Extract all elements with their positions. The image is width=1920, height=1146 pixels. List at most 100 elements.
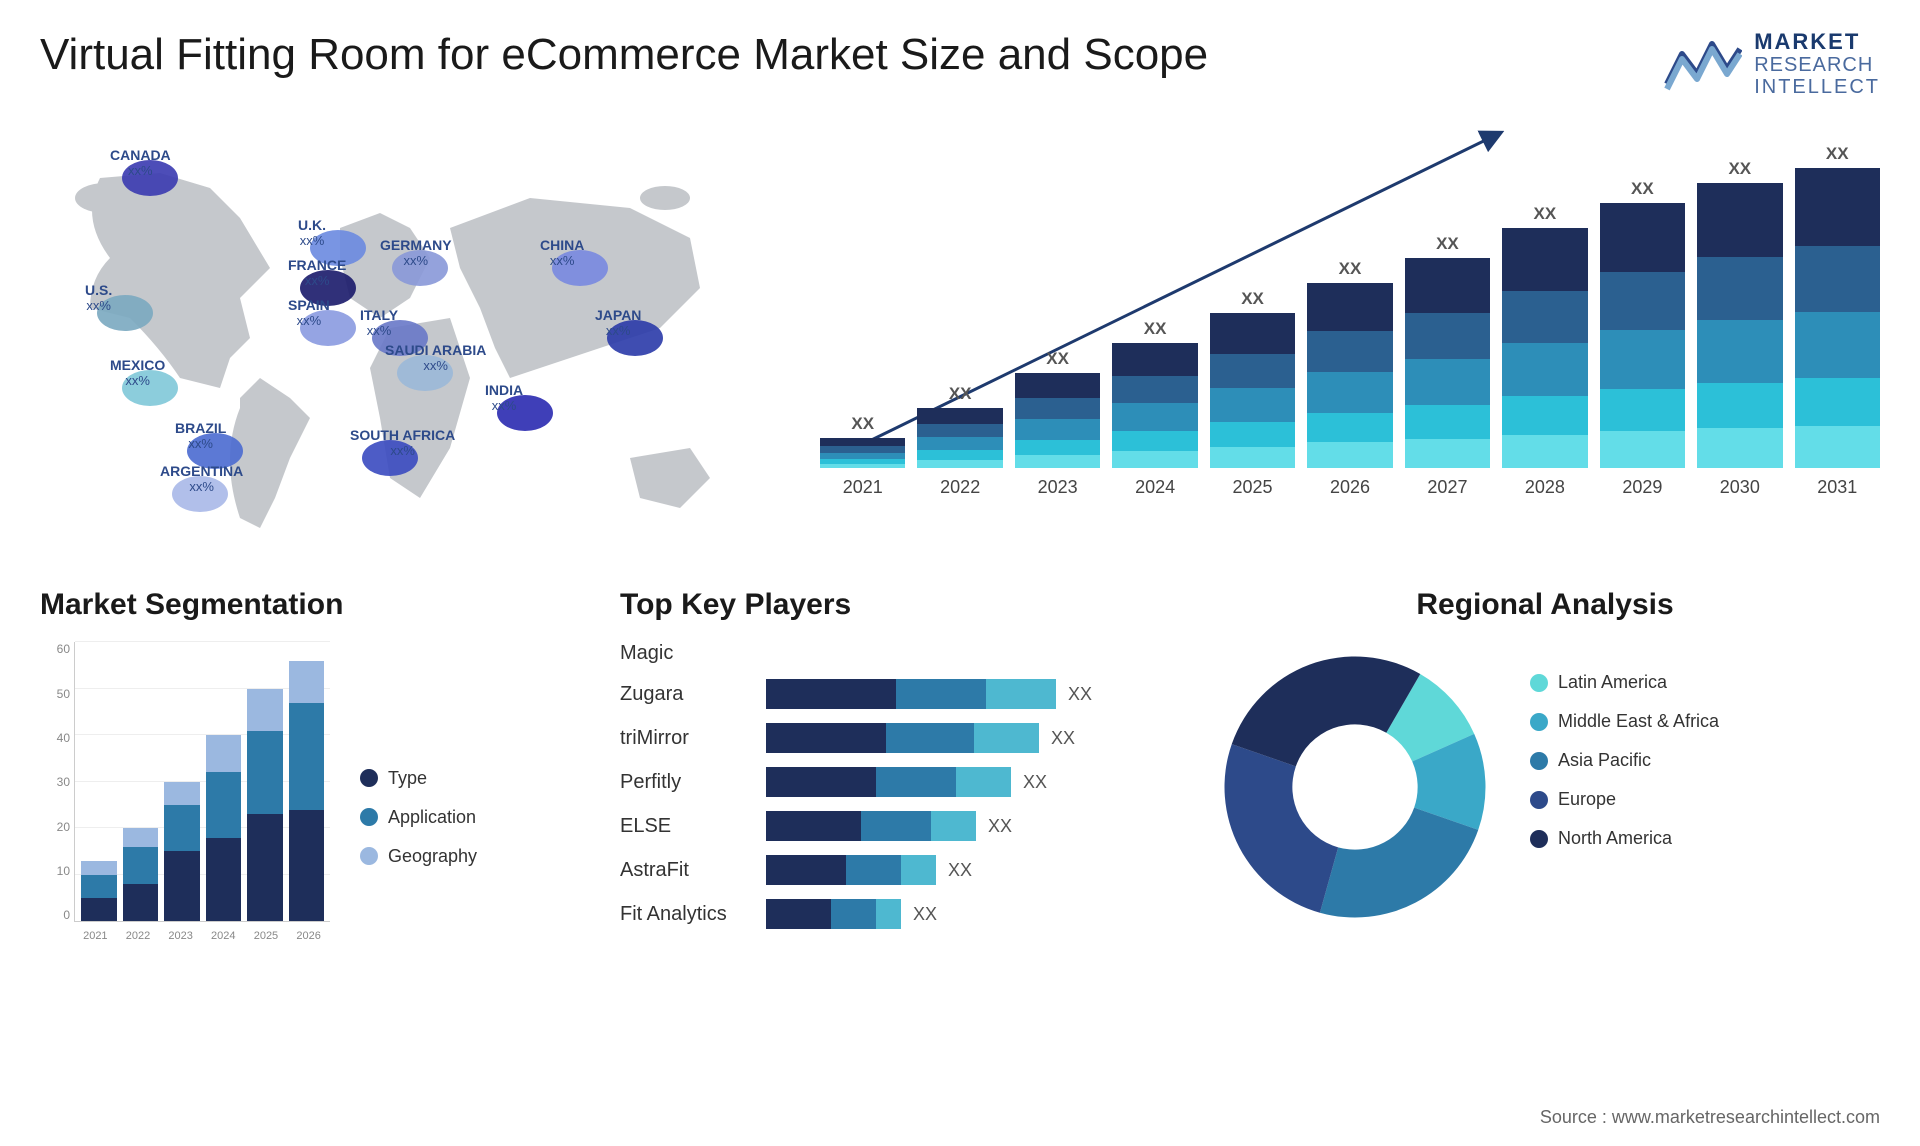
- main-bar-column: XX: [1112, 319, 1197, 468]
- legend-item: Middle East & Africa: [1530, 711, 1719, 732]
- legend-item: Europe: [1530, 789, 1719, 810]
- main-bar-value-label: XX: [1046, 349, 1069, 369]
- segmentation-bar: [164, 782, 200, 922]
- main-bar-value-label: XX: [949, 384, 972, 404]
- country-label: SAUDI ARABIAxx%: [385, 343, 486, 373]
- main-bar-x-label: 2031: [1795, 477, 1880, 498]
- main-bar-column: XX: [1405, 234, 1490, 468]
- main-bar-column: XX: [1502, 204, 1587, 468]
- regional-donut: [1210, 642, 1500, 932]
- country-label: INDIAxx%: [485, 383, 523, 413]
- country-label: ARGENTINAxx%: [160, 464, 243, 494]
- player-name: ELSE: [620, 815, 750, 838]
- legend-item: Latin America: [1530, 672, 1719, 693]
- country-label: ITALYxx%: [360, 308, 398, 338]
- players-list: MagicZugaraXXtriMirrorXXPerfitlyXXELSEXX…: [620, 642, 1170, 929]
- logo-text-2: RESEARCH: [1754, 54, 1880, 76]
- world-map-panel: CANADAxx% U.S.xx% MEXICOxx% BRAZILxx% ARGENT…: [40, 118, 760, 548]
- main-bar-value-label: XX: [1826, 144, 1849, 164]
- logo-text-1: MARKET: [1754, 30, 1880, 54]
- main-bar-value-label: XX: [851, 414, 874, 434]
- main-bar-column: XX: [1795, 144, 1880, 468]
- main-bar-x-label: 2028: [1502, 477, 1587, 498]
- main-bar-column: XX: [1600, 179, 1685, 468]
- player-bar: XX: [766, 723, 1170, 753]
- player-bar: XX: [766, 899, 1170, 929]
- player-bar: XX: [766, 679, 1170, 709]
- logo-text-3: INTELLECT: [1754, 76, 1880, 98]
- player-name: triMirror: [620, 727, 750, 750]
- main-bar-x-label: 2024: [1112, 477, 1197, 498]
- donut-slice: [1320, 808, 1478, 918]
- players-title: Top Key Players: [620, 588, 1170, 622]
- segmentation-legend: Type Application Geography: [360, 642, 477, 952]
- main-bar-value-label: XX: [1728, 159, 1751, 179]
- country-label: MEXICOxx%: [110, 358, 165, 388]
- main-bar-x-label: 2022: [917, 477, 1002, 498]
- player-bar: XX: [766, 855, 1170, 885]
- legend-item: North America: [1530, 828, 1719, 849]
- main-bar-value-label: XX: [1534, 204, 1557, 224]
- legend-item: Asia Pacific: [1530, 750, 1719, 771]
- country-label: SOUTH AFRICAxx%: [350, 428, 455, 458]
- main-bar-x-label: 2027: [1405, 477, 1490, 498]
- player-value: XX: [948, 860, 972, 881]
- country-label: CHINAxx%: [540, 238, 584, 268]
- main-bar-value-label: XX: [1631, 179, 1654, 199]
- country-label: CANADAxx%: [110, 148, 171, 178]
- main-bar-column: XX: [1307, 259, 1392, 468]
- player-bar: XX: [766, 811, 1170, 841]
- world-map: [40, 118, 760, 538]
- segmentation-bar: [247, 689, 283, 922]
- donut-slice: [1232, 657, 1420, 767]
- main-bar-x-label: 2025: [1210, 477, 1295, 498]
- main-bar-value-label: XX: [1436, 234, 1459, 254]
- segmentation-bar: [206, 735, 242, 921]
- segmentation-title: Market Segmentation: [40, 588, 580, 622]
- page-title: Virtual Fitting Room for eCommerce Marke…: [40, 30, 1208, 80]
- player-bar: XX: [766, 767, 1170, 797]
- regional-title: Regional Analysis: [1210, 588, 1880, 622]
- legend-item: Type: [360, 768, 477, 789]
- main-bar-value-label: XX: [1339, 259, 1362, 279]
- player-name: Fit Analytics: [620, 903, 750, 926]
- player-value: XX: [1051, 728, 1075, 749]
- main-bar-value-label: XX: [1241, 289, 1264, 309]
- segmentation-bar: [289, 661, 325, 921]
- legend-item: Application: [360, 807, 477, 828]
- player-name: AstraFit: [620, 859, 750, 882]
- main-bar-x-label: 2023: [1015, 477, 1100, 498]
- player-value: XX: [913, 904, 937, 925]
- country-label: JAPANxx%: [595, 308, 641, 338]
- country-label: BRAZILxx%: [175, 421, 226, 451]
- country-label: SPAINxx%: [288, 298, 330, 328]
- main-bar-x-label: 2029: [1600, 477, 1685, 498]
- main-bar-column: XX: [1210, 289, 1295, 468]
- logo-icon: [1662, 34, 1742, 94]
- player-value: XX: [1068, 684, 1092, 705]
- main-bar-x-label: 2026: [1307, 477, 1392, 498]
- player-value: XX: [1023, 772, 1047, 793]
- regional-legend: Latin America Middle East & Africa Asia Pa…: [1530, 642, 1719, 849]
- brand-logo: MARKET RESEARCH INTELLECT: [1662, 30, 1880, 98]
- player-name: Magic: [620, 642, 750, 665]
- legend-item: Geography: [360, 846, 477, 867]
- main-bar-x-label: 2021: [820, 477, 905, 498]
- country-label: U.K.xx%: [298, 218, 326, 248]
- country-label: U.S.xx%: [85, 283, 112, 313]
- segmentation-bar: [123, 828, 159, 921]
- main-bar-column: XX: [917, 384, 1002, 468]
- main-bar-column: XX: [1015, 349, 1100, 468]
- player-name: Zugara: [620, 683, 750, 706]
- main-bar-value-label: XX: [1144, 319, 1167, 339]
- main-bar-column: XX: [820, 414, 905, 468]
- source-attribution: Source : www.marketresearchintellect.com: [1540, 1107, 1880, 1128]
- country-label: GERMANYxx%: [380, 238, 452, 268]
- player-value: XX: [988, 816, 1012, 837]
- donut-slice: [1225, 744, 1339, 913]
- main-bar-column: XX: [1697, 159, 1782, 468]
- main-bar-x-label: 2030: [1697, 477, 1782, 498]
- segmentation-chart: 0102030405060 202120222023202420252026: [40, 642, 330, 952]
- segmentation-bar: [81, 861, 117, 921]
- main-growth-chart: XX XX XX XX XX XX XX XX XX XX XX 2021 2022 2023 2024 2…: [800, 118, 1880, 548]
